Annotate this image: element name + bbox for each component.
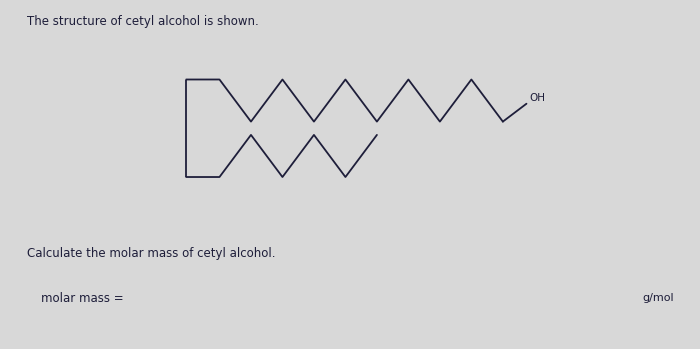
- Text: g/mol: g/mol: [643, 294, 674, 304]
- Text: molar mass =: molar mass =: [41, 292, 123, 305]
- Text: The structure of cetyl alcohol is shown.: The structure of cetyl alcohol is shown.: [27, 15, 259, 28]
- Text: OH: OH: [529, 92, 545, 103]
- Text: Calculate the molar mass of cetyl alcohol.: Calculate the molar mass of cetyl alcoho…: [27, 246, 276, 260]
